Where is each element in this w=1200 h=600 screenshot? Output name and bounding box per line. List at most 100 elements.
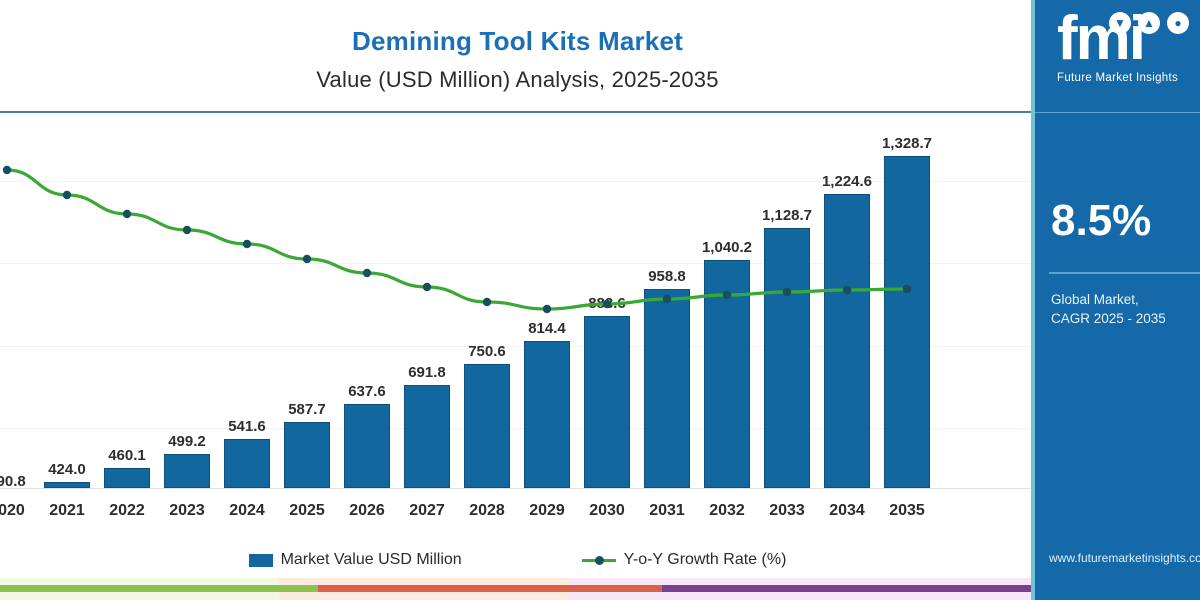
gridline <box>0 263 1035 264</box>
logo-dot-icon: ● <box>1167 12 1189 34</box>
line-marker-2021[interactable] <box>62 190 72 200</box>
x-tick-2021: 2021 <box>49 502 85 519</box>
bar-2026[interactable] <box>344 404 390 488</box>
bar-value-label-2026: 637.6 <box>348 383 386 400</box>
bar-2023[interactable] <box>164 454 210 488</box>
bar-2035[interactable] <box>884 156 930 488</box>
bar-value-label-2032: 1,040.2 <box>701 239 753 256</box>
footer-strip-orange <box>318 585 662 592</box>
cagr-caption: Global Market, CAGR 2025 - 2035 <box>1051 290 1200 328</box>
x-tick-2034: 2034 <box>829 502 865 519</box>
line-marker-2023[interactable] <box>182 225 192 235</box>
bar-swatch-icon <box>248 553 273 567</box>
sidebar-divider-mid <box>1049 272 1200 274</box>
bar-value-label-2035: 1,328.7 <box>881 135 933 152</box>
bar-value-label-2028: 750.6 <box>468 343 506 360</box>
cagr-caption-line1: Global Market, <box>1051 292 1139 307</box>
x-tick-2025: 2025 <box>289 502 325 519</box>
footer-strip-purple <box>662 585 1035 592</box>
x-tick-2023: 2023 <box>169 502 205 519</box>
bar-2028[interactable] <box>464 364 510 488</box>
bar-2022[interactable] <box>104 468 150 488</box>
sidebar-url: www.futuremarketinsights.com <box>1049 551 1200 565</box>
x-tick-2031: 2031 <box>649 502 685 519</box>
bar-value-label-2025: 587.7 <box>288 401 326 418</box>
logo-dots-icon: ▼ ▲ ● <box>1109 12 1189 34</box>
line-marker-2022[interactable] <box>122 209 132 219</box>
cagr-caption-line2: CAGR 2025 - 2035 <box>1051 311 1166 326</box>
bar-value-label-2031: 958.8 <box>648 268 686 285</box>
logo-dot-icon: ▼ <box>1109 12 1131 34</box>
legend-item-market-value[interactable]: Market Value USD Million <box>248 551 462 569</box>
x-tick-2027: 2027 <box>409 502 445 519</box>
x-tick-2026: 2026 <box>349 502 385 519</box>
line-marker-2026[interactable] <box>362 268 372 278</box>
fmi-logo-tagline: Future Market Insights <box>1057 72 1179 84</box>
x-tick-2033: 2033 <box>769 502 805 519</box>
x-axis-line <box>0 488 1035 489</box>
x-tick-2028: 2028 <box>469 502 505 519</box>
x-tick-2022: 2022 <box>109 502 145 519</box>
bar-value-label-2021: 424.0 <box>48 461 86 478</box>
bar-2021[interactable] <box>44 482 90 488</box>
bar-value-label-2022: 460.1 <box>108 447 146 464</box>
bar-2024[interactable] <box>224 439 270 488</box>
bar-2034[interactable] <box>824 194 870 488</box>
line-marker-2020[interactable] <box>2 165 12 175</box>
bar-2031[interactable] <box>644 289 690 488</box>
gridline <box>0 428 1035 429</box>
footer-strip-green <box>0 585 318 592</box>
line-marker-2033[interactable] <box>782 287 792 297</box>
gridline <box>0 181 1035 182</box>
chart-legend: Market Value USD Million Y-o-Y Growth Ra… <box>0 540 1035 580</box>
bar-2029[interactable] <box>524 341 570 488</box>
line-marker-2029[interactable] <box>542 304 552 314</box>
line-marker-2034[interactable] <box>842 285 852 295</box>
brand-sidebar: ▼ ▲ ● fmi Future Market Insights 8.5% Gl… <box>1035 0 1200 600</box>
chart-header: Demining Tool Kits Market Value (USD Mil… <box>0 0 1035 112</box>
bar-2027[interactable] <box>404 385 450 488</box>
chart-title: Demining Tool Kits Market <box>352 25 683 56</box>
x-tick-2029: 2029 <box>529 502 565 519</box>
x-tick-2030: 2030 <box>589 502 625 519</box>
fmi-logo-text: fmi <box>1057 4 1146 73</box>
sidebar-divider-top <box>1035 112 1200 113</box>
bar-value-label-2027: 691.8 <box>408 364 446 381</box>
bar-value-label-2034: 1,224.6 <box>821 173 873 190</box>
gridline <box>0 346 1035 347</box>
line-marker-2032[interactable] <box>722 290 732 300</box>
line-marker-swatch-icon <box>581 554 616 566</box>
x-tick-2032: 2032 <box>709 502 745 519</box>
bar-2033[interactable] <box>764 228 810 488</box>
legend-item-growth-rate[interactable]: Y-o-Y Growth Rate (%) <box>581 551 787 569</box>
line-marker-2027[interactable] <box>422 282 432 292</box>
bar-2030[interactable] <box>584 316 630 488</box>
fmi-logo: ▼ ▲ ● fmi Future Market Insights <box>1057 8 1200 100</box>
bar-value-label-2029: 814.4 <box>528 320 566 337</box>
line-marker-2031[interactable] <box>662 294 672 304</box>
bar-value-label-2033: 1,128.7 <box>761 207 813 224</box>
line-marker-2025[interactable] <box>302 254 312 264</box>
logo-dot-icon: ▲ <box>1138 12 1160 34</box>
plot-area: 390.8 424.0 460.1 499.2 541.6 587.7 637.6 691.8… <box>0 113 1035 488</box>
legend-label-market-value: Market Value USD Million <box>280 551 462 568</box>
line-marker-2035[interactable] <box>902 284 912 294</box>
sidebar-accent-edge <box>1031 0 1035 600</box>
line-marker-2024[interactable] <box>242 239 252 249</box>
bar-value-label-2024: 541.6 <box>228 418 266 435</box>
bar-2025[interactable] <box>284 422 330 488</box>
header-divider <box>0 111 1035 113</box>
line-marker-2030[interactable] <box>602 299 612 309</box>
x-tick-2024: 2024 <box>229 502 265 519</box>
x-tick-2035: 2035 <box>889 502 925 519</box>
legend-label-growth-rate: Y-o-Y Growth Rate (%) <box>623 551 787 568</box>
line-marker-2028[interactable] <box>482 297 492 307</box>
cagr-value: 8.5% <box>1051 196 1152 245</box>
bar-value-label-2020: 390.8 <box>0 473 26 488</box>
chart-subtitle: Value (USD Million) Analysis, 2025-2035 <box>316 66 719 92</box>
growth-rate-line <box>2 165 912 314</box>
bar-value-label-2023: 499.2 <box>168 433 206 450</box>
